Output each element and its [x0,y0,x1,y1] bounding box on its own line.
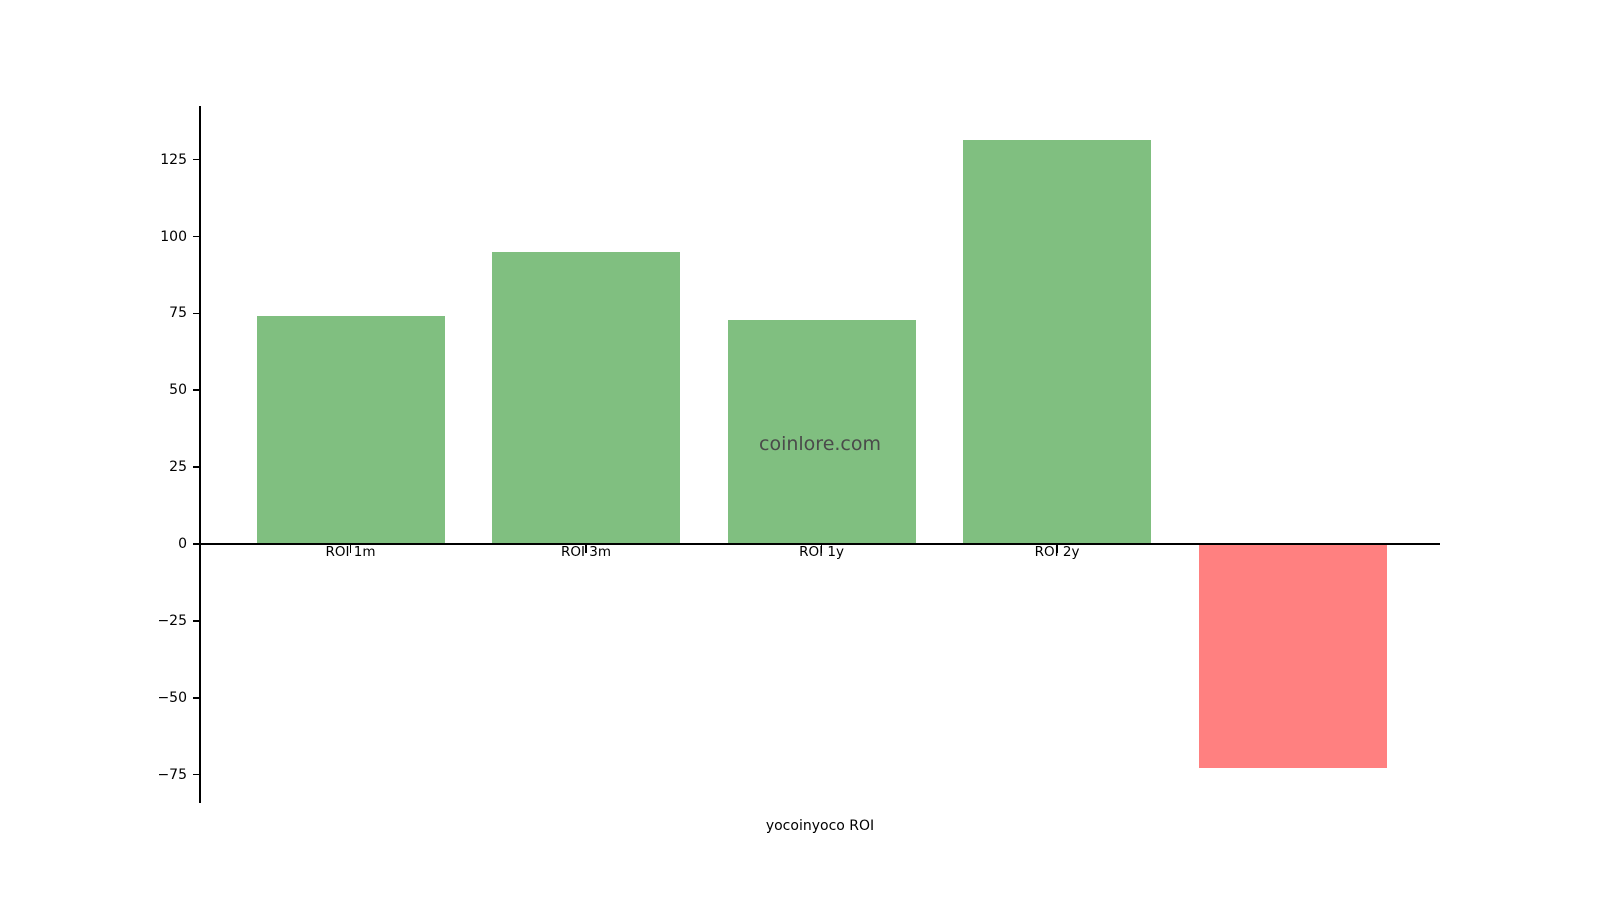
y-tick-label: 25 [169,459,187,476]
y-tick-label: −25 [157,612,187,629]
x-tick [820,544,823,553]
y-tick-label: 100 [160,228,187,245]
x-tick [1056,544,1058,553]
bar-roi-3m [492,251,680,544]
y-tick-label: −50 [157,689,187,706]
y-tick [193,696,200,699]
y-tick [193,543,200,545]
y-tick [193,773,200,776]
x-tick [349,544,352,553]
bar-roi-1y [727,319,916,544]
y-tick [193,389,200,392]
y-tick [193,235,200,238]
y-tick [193,312,200,315]
y-tick [193,466,200,468]
y-tick [193,158,200,161]
y-tick-label: 50 [169,382,187,399]
y-tick-label: −75 [157,766,187,783]
x-tick-label: ROI 2y [1034,544,1080,560]
y-tick-label: 75 [169,305,187,322]
x-tick-label: ROI 1y [799,544,844,560]
y-tick-label: 125 [160,151,187,168]
y-axis-spine [199,106,201,803]
y-tick [193,620,200,622]
y-tick-label: 0 [178,536,187,552]
x-tick-label: ROI 3m [560,544,612,560]
x-tick [585,544,587,553]
x-tick-label: ROI 1m [325,544,376,560]
bar-roi-2y [963,139,1151,544]
bar-unlabeled [1198,544,1387,769]
x-axis-title: yocoinyoco ROI [765,818,875,834]
x-axis-zero-line [200,543,1440,545]
bar-roi-1m [256,316,445,544]
watermark: coinlore.com [759,433,881,455]
